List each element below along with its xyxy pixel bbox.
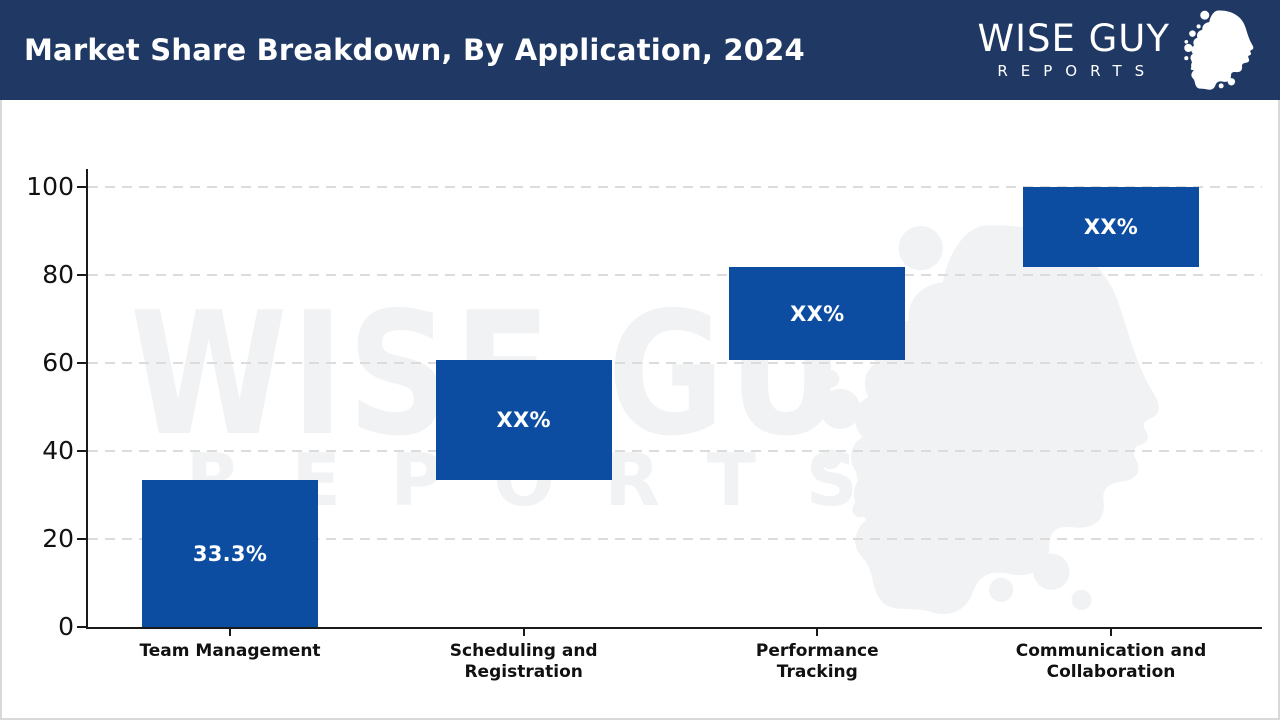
y-tick-label: 60 — [42, 348, 74, 377]
y-gridline — [88, 538, 1262, 540]
x-axis — [86, 627, 1262, 629]
x-category-label: Communication and Collaboration — [1015, 641, 1207, 683]
bar-value-label: 33.3% — [192, 541, 268, 566]
y-tick — [77, 626, 86, 628]
page-title: Market Share Breakdown, By Application, … — [24, 33, 805, 67]
x-tick — [522, 629, 525, 636]
y-gridline — [88, 186, 1262, 188]
x-tick — [1110, 629, 1112, 636]
logo-text: WISE GUY REPORTS — [978, 20, 1170, 80]
bar: XX% — [435, 360, 612, 481]
x-category-label: Scheduling and Registration — [449, 641, 598, 683]
logo-primary-text: WISE GUY — [977, 17, 1170, 60]
bar-value-label: XX% — [496, 408, 551, 433]
y-tick — [77, 450, 86, 452]
y-tick — [77, 538, 86, 540]
y-tick-label: 0 — [58, 612, 74, 641]
bar: 33.3% — [142, 480, 318, 627]
dotted-face-profile-icon — [1184, 10, 1254, 90]
bar: XX% — [1023, 187, 1199, 268]
wiseguy-logo: WISE GUY REPORTS — [978, 9, 1256, 91]
y-tick — [77, 274, 86, 276]
y-tick-label: 40 — [42, 436, 74, 465]
x-category-label: Team Management — [139, 641, 321, 661]
bar: XX% — [729, 267, 906, 361]
y-tick-label: 80 — [42, 260, 74, 289]
x-tick — [816, 629, 819, 636]
x-category-label: Performance Tracking — [755, 641, 879, 683]
y-tick — [77, 362, 86, 364]
logo-secondary-text: REPORTS — [997, 62, 1158, 80]
y-tick-label: 20 — [42, 524, 74, 553]
y-tick-label: 100 — [26, 172, 74, 201]
bar-value-label: XX% — [790, 301, 845, 326]
y-axis — [86, 169, 88, 629]
y-gridline — [88, 362, 1262, 364]
bottom-edge-line — [0, 718, 1280, 720]
header-bar: Market Share Breakdown, By Application, … — [0, 0, 1280, 100]
y-gridline — [88, 274, 1262, 276]
x-tick — [229, 629, 231, 636]
left-edge-line — [0, 100, 2, 720]
right-edge-line — [1278, 100, 1280, 720]
y-tick — [77, 186, 86, 188]
y-gridline — [88, 450, 1262, 452]
bar-value-label: XX% — [1083, 215, 1139, 240]
